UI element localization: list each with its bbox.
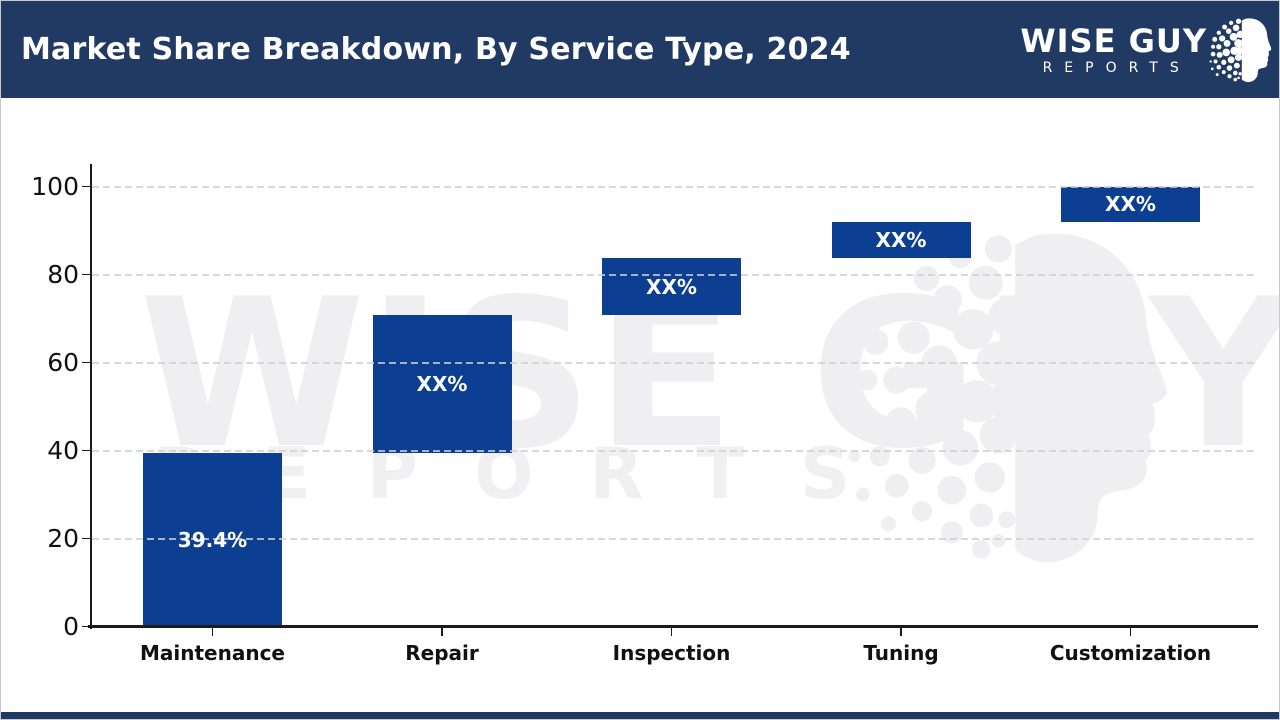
y-tick-mark — [82, 625, 90, 628]
bar-value-label: XX% — [875, 228, 927, 253]
bar-customization — [1061, 186, 1200, 223]
x-tick-mark — [670, 627, 673, 636]
x-tick-label-repair: Repair — [405, 640, 479, 665]
y-tick-label: 40 — [47, 435, 79, 465]
header-bar: Market Share Breakdown, By Service Type,… — [1, 1, 1279, 98]
bar-value-label: XX% — [416, 372, 468, 397]
x-tick-mark — [900, 627, 902, 636]
x-tick-label-customization: Customization — [1049, 640, 1212, 665]
y-axis-line — [90, 164, 92, 629]
bar-maintenance — [143, 453, 282, 627]
footer-bar — [1, 712, 1279, 719]
y-tick-mark — [82, 537, 90, 540]
y-tick-label: 0 — [63, 611, 79, 641]
x-tick-mark — [441, 627, 443, 636]
y-tick-mark — [82, 273, 90, 276]
y-tick-label: 60 — [47, 347, 79, 377]
wiseguy-logo-text: WISE GUY REPORTS — [1020, 24, 1207, 76]
gridline-y60 — [92, 361, 1258, 364]
bar-value-label: 39.4% — [177, 527, 248, 552]
x-tick-label-tuning: Tuning — [863, 640, 939, 665]
page-title: Market Share Breakdown, By Service Type,… — [21, 32, 851, 67]
y-tick-label: 100 — [31, 171, 79, 201]
y-tick-label: 20 — [47, 523, 79, 553]
bar-repair — [372, 314, 512, 454]
gridline-y40 — [92, 449, 1258, 452]
x-tick-mark — [1129, 627, 1132, 636]
logo-wiseguy-line: WISE GUY — [1020, 21, 1207, 60]
bar-value-label: XX% — [1105, 192, 1156, 217]
gridline-y80 — [92, 273, 1258, 276]
gridline-y20 — [92, 537, 1258, 540]
wiseguy-logo: WISE GUY REPORTS — [1020, 16, 1279, 84]
x-tick-label-maintenance: Maintenance — [139, 640, 285, 665]
y-tick-label: 80 — [47, 259, 79, 289]
logo-reports-line: REPORTS — [1042, 59, 1191, 76]
bar-inspection — [602, 258, 741, 315]
gridline-y100 — [92, 185, 1258, 188]
bar-value-label: XX% — [646, 274, 697, 299]
x-tick-label-inspection: Inspection — [612, 640, 731, 665]
y-tick-mark — [82, 449, 90, 452]
x-axis-line — [88, 625, 1258, 628]
x-tick-mark — [211, 627, 214, 636]
y-tick-mark — [82, 361, 90, 364]
y-tick-mark — [82, 185, 90, 188]
